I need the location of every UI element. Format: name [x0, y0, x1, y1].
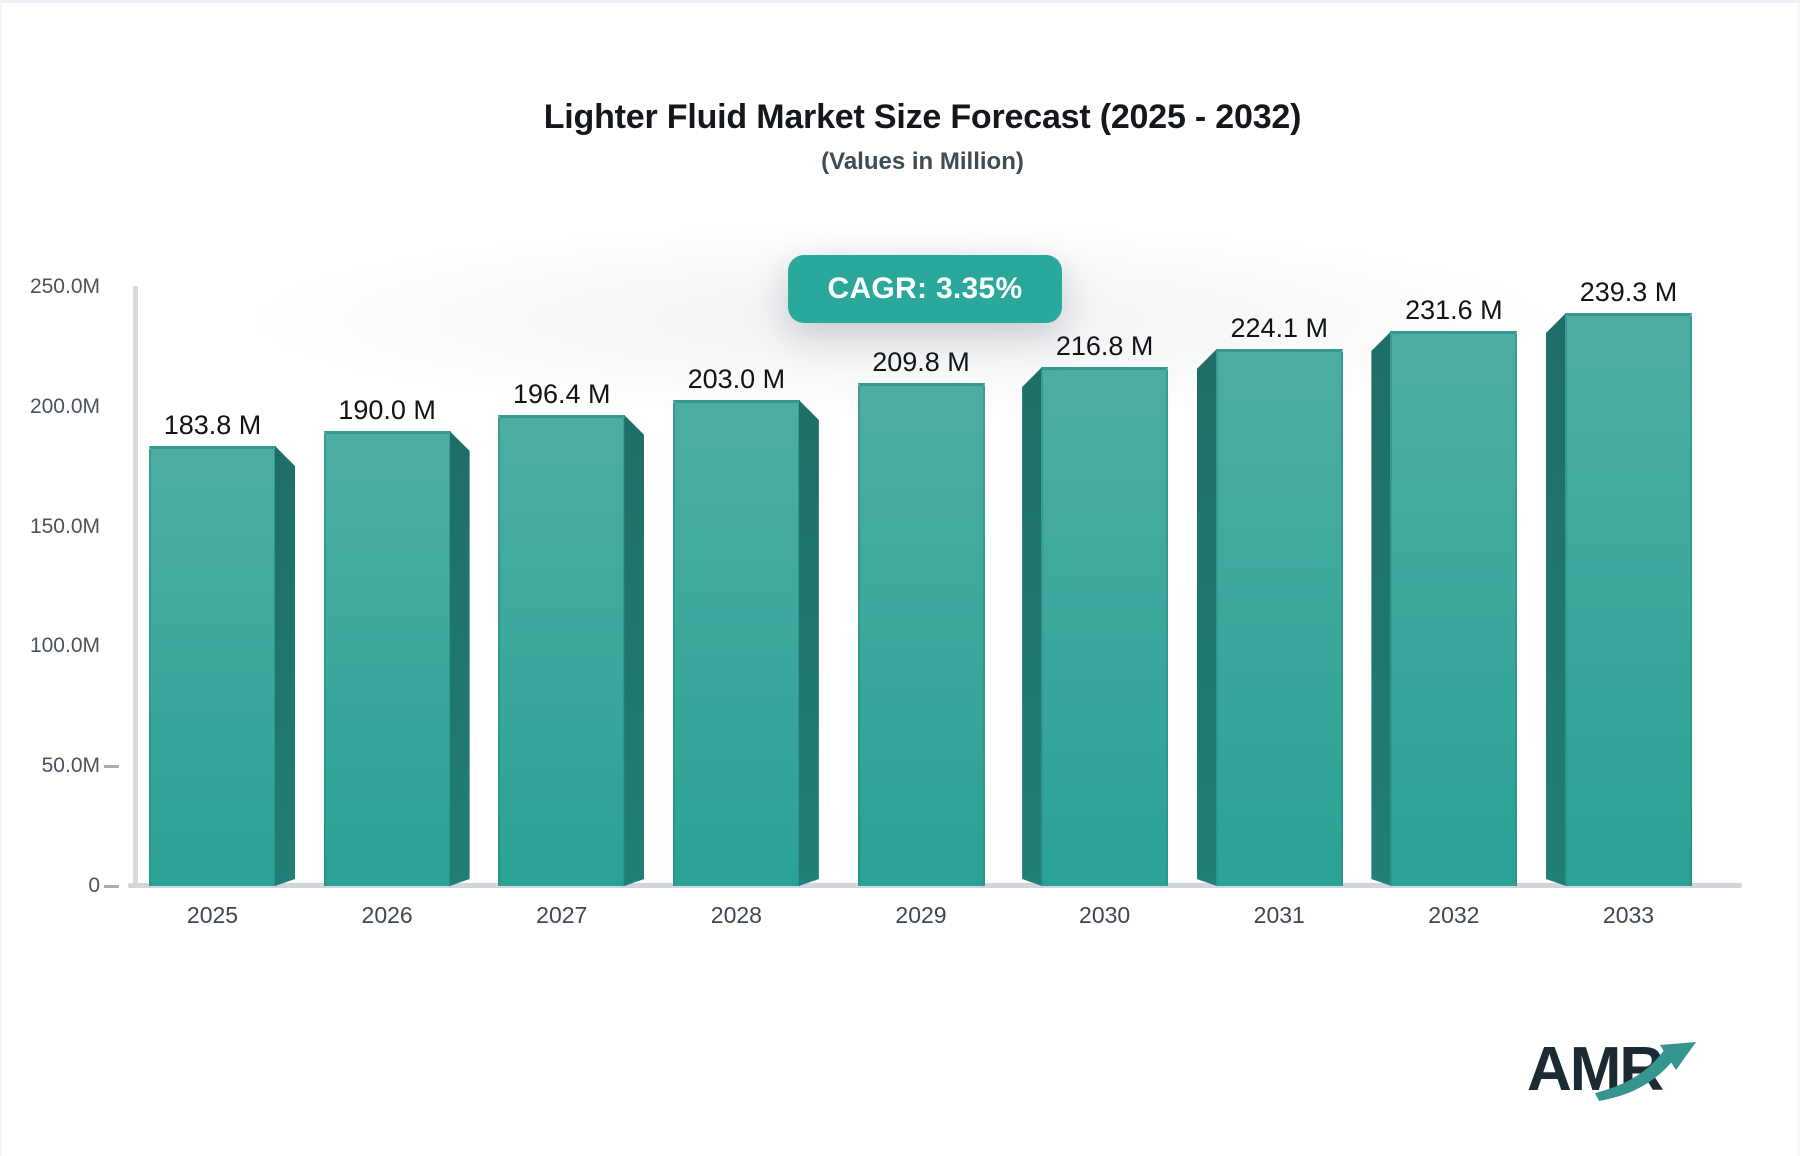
y-axis-tick-label: 100.0M [29, 634, 100, 658]
bar-value-label: 231.6 M [1405, 295, 1503, 325]
bar-group: 231.6 M 2032 [1371, 295, 1518, 928]
bar-slot: 239.3 M 2033 [1546, 277, 1693, 928]
bar-plot-area: 183.8 M 2025 190.0 M 2026 196.4 M 2027 203.0 M… [149, 277, 1693, 928]
x-axis-tick-label: 2028 [710, 902, 762, 928]
bar: 183.8 M 2025 [149, 410, 276, 928]
bar-slot: 209.8 M 2029 [848, 287, 995, 928]
bar-3d-side [450, 431, 470, 886]
bar-group: 190.0 M 2026 [323, 395, 470, 928]
bar-slot: 216.8 M 2030 [1022, 287, 1169, 928]
bar: 196.4 M 2027 [498, 379, 626, 928]
bar: 231.6 M 2032 [1390, 295, 1518, 928]
bar: 203.0 M 2028 [672, 364, 800, 928]
chart-title: Lighter Fluid Market Size Forecast (2025… [543, 98, 1302, 136]
x-axis-tick-label: 2033 [1602, 902, 1655, 928]
bar-value-label: 216.8 M [1055, 331, 1154, 361]
y-axis-tick-label: 250.0M [29, 275, 100, 298]
bar-3d-side [275, 446, 295, 886]
y-axis-tick-label: 50.0M [41, 754, 100, 778]
amr-logo-arrow-head [1660, 1042, 1696, 1070]
x-axis-tick-label: 2026 [361, 902, 413, 928]
bar-value-label: 224.1 M [1230, 313, 1329, 343]
bar-slot: 203.0 M 2028 [672, 287, 820, 928]
bar-group: 203.0 M 2028 [672, 364, 819, 928]
bar-value-label: 209.8 M [872, 347, 970, 377]
bar-value-label: 239.3 M [1579, 277, 1678, 307]
bar-slot: 224.1 M 2031 [1197, 287, 1344, 928]
bar-value-label: 203.0 M [687, 364, 786, 394]
bar-group: 183.8 M 2025 [149, 410, 295, 928]
y-axis-tick-label: 0 [88, 874, 100, 897]
bar: 209.8 M 2029 [857, 347, 985, 928]
bar: 224.1 M 2031 [1215, 313, 1343, 928]
bar-3d-side [624, 415, 644, 886]
chart-subtitle: (Values in Million) [821, 148, 1024, 175]
bar-value-label: 196.4 M [512, 379, 611, 409]
bar-group: 239.3 M 2033 [1546, 277, 1692, 928]
y-axis-tick-dash [104, 765, 119, 769]
bar-3d-side [1371, 331, 1391, 886]
bar-slot: 231.6 M 2032 [1371, 287, 1518, 928]
bar-3d-side [799, 400, 819, 886]
amr-logo-arrow-swoosh [1595, 1049, 1676, 1101]
chart-header: Lighter Fluid Market Size Forecast (2025… [145, 0, 1700, 176]
bar-3d-side [1546, 313, 1566, 886]
x-axis-tick-label: 2027 [536, 902, 588, 928]
bar-group: 209.8 M 2029 [857, 347, 985, 928]
bar-value-label: 183.8 M [163, 410, 262, 440]
x-axis-tick-label: 2025 [186, 902, 239, 928]
x-axis-tick-label: 2029 [895, 902, 947, 928]
x-axis-tick-label: 2030 [1079, 902, 1131, 928]
y-axis-tick-label: 150.0M [29, 514, 100, 538]
cagr-badge-label: CAGR: 3.35% [827, 272, 1023, 305]
bar: 190.0 M 2026 [323, 395, 451, 928]
bar-slot: 183.8 M 2025 [149, 287, 296, 928]
bar: 216.8 M 2030 [1041, 331, 1169, 928]
bar-3d-side [1197, 349, 1217, 886]
amr-logo: AMR [1527, 1035, 1696, 1104]
x-axis-tick-label: 2032 [1428, 902, 1480, 928]
bar-group: 216.8 M 2030 [1022, 331, 1169, 928]
bar-group: 224.1 M 2031 [1197, 313, 1343, 928]
y-axis-line [133, 286, 138, 886]
y-axis-tick-label: 200.0M [29, 394, 100, 418]
y-axis-tick-dash [104, 885, 119, 888]
bar-slot: 196.4 M 2027 [498, 287, 645, 928]
x-axis-tick-label: 2031 [1253, 902, 1305, 928]
amr-logo-text: AMR [1527, 1035, 1663, 1104]
bar-value-label: 190.0 M [338, 395, 436, 425]
bar-slot: 190.0 M 2026 [323, 287, 471, 928]
bar: 239.3 M 2033 [1565, 277, 1692, 928]
bar-3d-side [1022, 367, 1042, 886]
cagr-badge: CAGR: 3.35% [788, 255, 1062, 323]
bar-group: 196.4 M 2027 [498, 379, 644, 928]
